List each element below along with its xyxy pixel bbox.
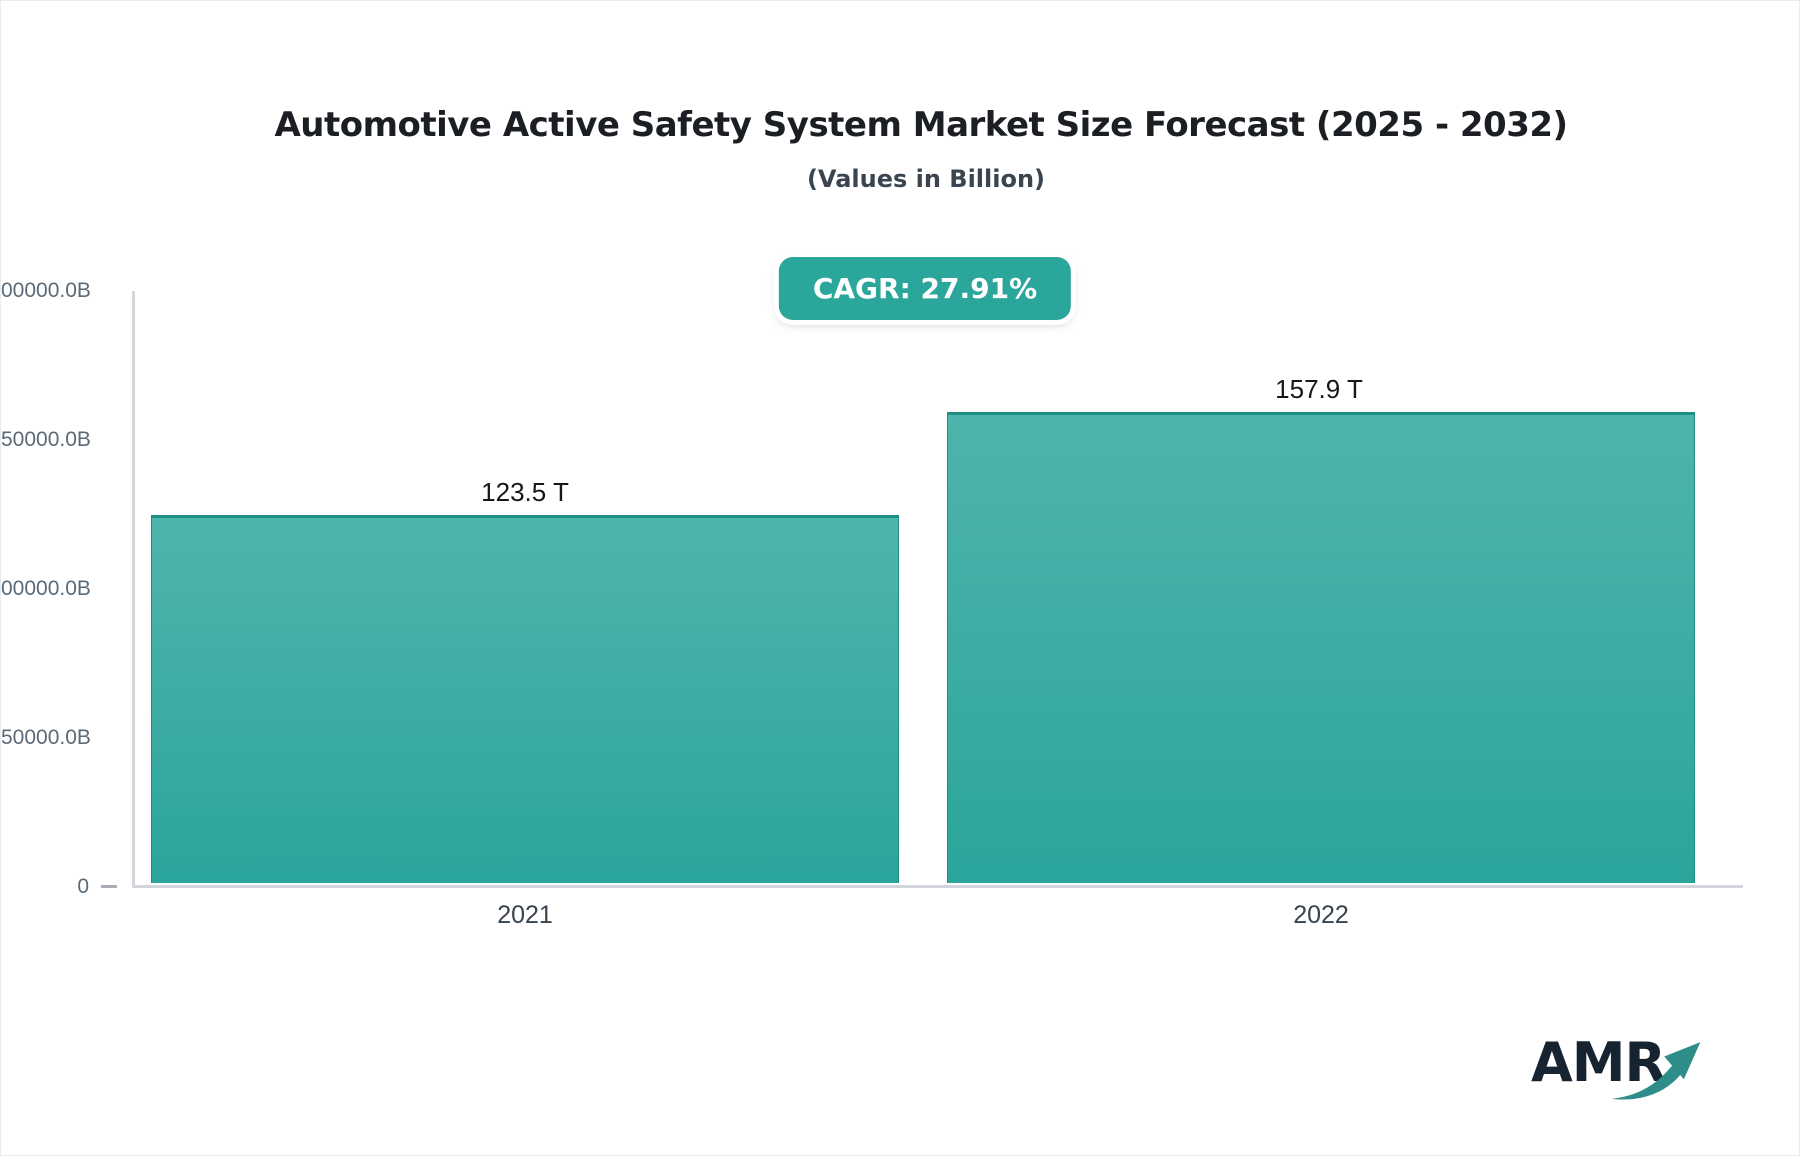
amr-logo-text: AMR xyxy=(1531,1031,1666,1094)
y-axis-line xyxy=(132,291,135,885)
y-axis-tick-label: 50000.0B xyxy=(1,726,91,749)
page-title: Automotive Active Safety System Market S… xyxy=(274,105,1568,145)
page-subtitle: (Values in Billion) xyxy=(806,165,1046,193)
x-axis-label-2021: 2021 xyxy=(497,901,553,929)
y-axis-tick-label: 0 xyxy=(77,875,89,898)
y-axis-tick-label: 50000.0B xyxy=(1,428,91,451)
amr-logo: AMR xyxy=(1531,1031,1711,1117)
x-axis-line xyxy=(132,885,1743,888)
bar-value-label-2021: 123.5 T xyxy=(481,477,569,507)
x-axis-label-2022: 2022 xyxy=(1293,901,1349,929)
bar-value-label-2022: 157.9 T xyxy=(1275,374,1363,404)
bar-2021[interactable] xyxy=(151,515,899,883)
y-axis-zero-tick xyxy=(101,885,117,888)
growth-arrow-icon xyxy=(1609,1039,1705,1107)
bar-2022[interactable] xyxy=(947,412,1695,883)
y-axis-tick-label: 00000.0B xyxy=(1,577,91,600)
y-axis-tick-label: 00000.0B xyxy=(1,279,91,302)
cagr-badge: CAGR: 27.91% xyxy=(778,257,1072,320)
